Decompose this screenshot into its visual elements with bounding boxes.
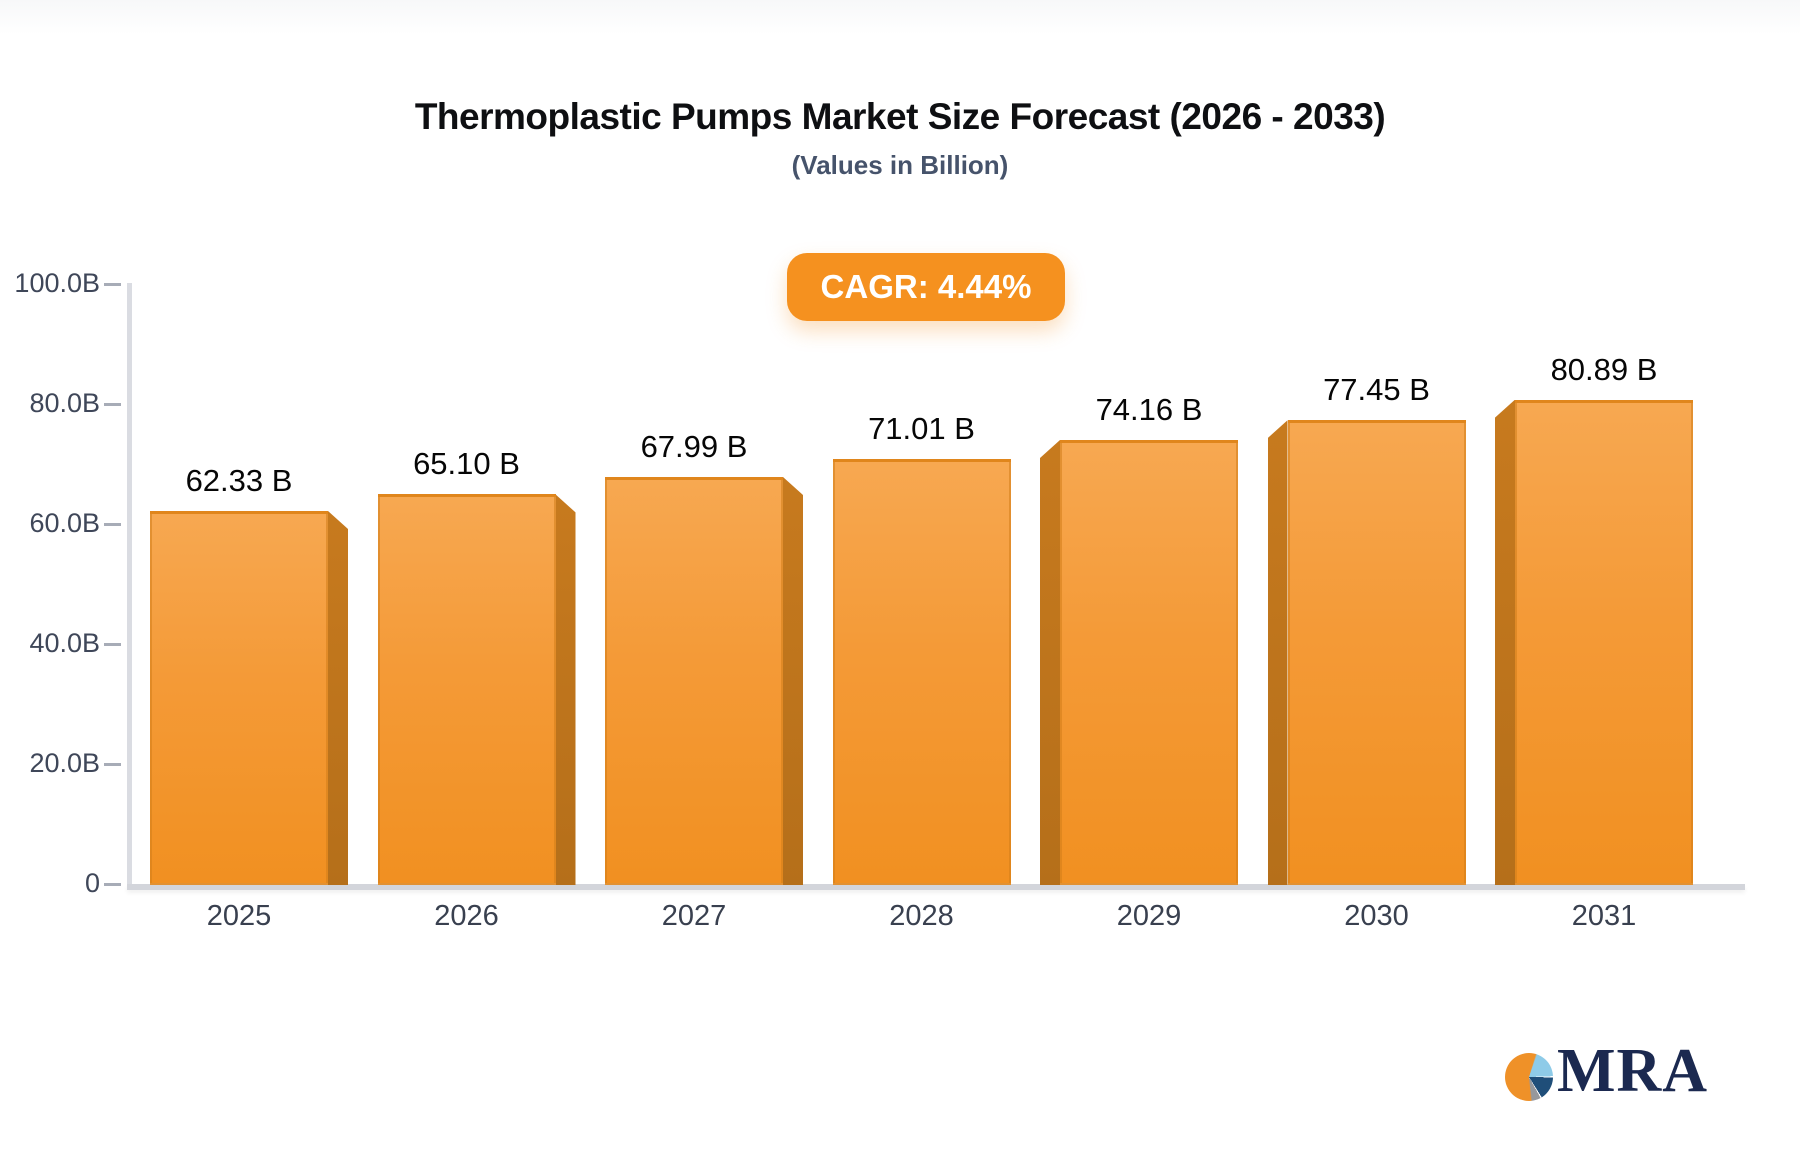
x-axis-label: 2026 [434,900,499,932]
y-tick-mark [104,523,121,526]
bar-side [783,477,803,885]
bar-value-label: 77.45 B [1323,372,1430,408]
bar-side [1267,420,1288,885]
x-axis-label: 2027 [661,900,727,932]
bar-value-label: 71.01 B [868,410,975,446]
bar-face [377,494,556,885]
bar-face [150,511,328,885]
y-tick-mark [104,883,121,886]
y-tick-mark [104,643,121,646]
page-title: Thermoplastic Pumps Market Size Forecast… [414,96,1386,137]
bar-value-label: 65.10 B [413,446,520,482]
y-tick-label: 40.0B [29,628,100,658]
cagr-badge: CAGR: 4.44% [787,253,1065,321]
brand-logo-text: MRA [1557,1037,1709,1105]
y-tick-mark [104,283,121,286]
x-axis-baseline [127,884,1745,890]
y-tick-label: 60.0B [29,508,100,538]
bar-value-label: 74.16 B [1095,392,1203,428]
x-axis-label: 2028 [889,900,954,932]
y-tick-label: 20.0B [29,748,100,778]
chart-subtitle: (Values in Billion) [791,150,1009,180]
bar-side [1495,399,1515,885]
brand-logo: MRA [1505,1036,1708,1107]
bar-value-label: 62.33 B [185,463,293,499]
bar-side [555,494,576,885]
y-tick-label: 0 [84,868,100,898]
bar-side [328,511,348,885]
bar-face [605,477,783,885]
y-tick-mark [104,763,121,766]
x-axis-label: 2025 [206,900,272,932]
bar-face [1287,420,1466,885]
x-axis-label: 2029 [1116,900,1182,932]
bar-side [1040,440,1060,885]
bar-face [832,458,1011,885]
bar-value-label: 67.99 B [640,429,748,465]
x-axis-label: 2030 [1344,900,1409,932]
bar-face [1060,440,1238,885]
y-tick-label: 100.0B [14,268,100,298]
y-tick-label: 80.0B [29,388,100,418]
pie-logo-icon [1505,1052,1553,1101]
bar-value-label: 80.89 B [1550,351,1658,387]
y-tick-mark [104,403,121,406]
bar-face [1515,399,1693,885]
x-axis-label: 2031 [1571,900,1637,932]
y-axis-line [127,283,132,887]
